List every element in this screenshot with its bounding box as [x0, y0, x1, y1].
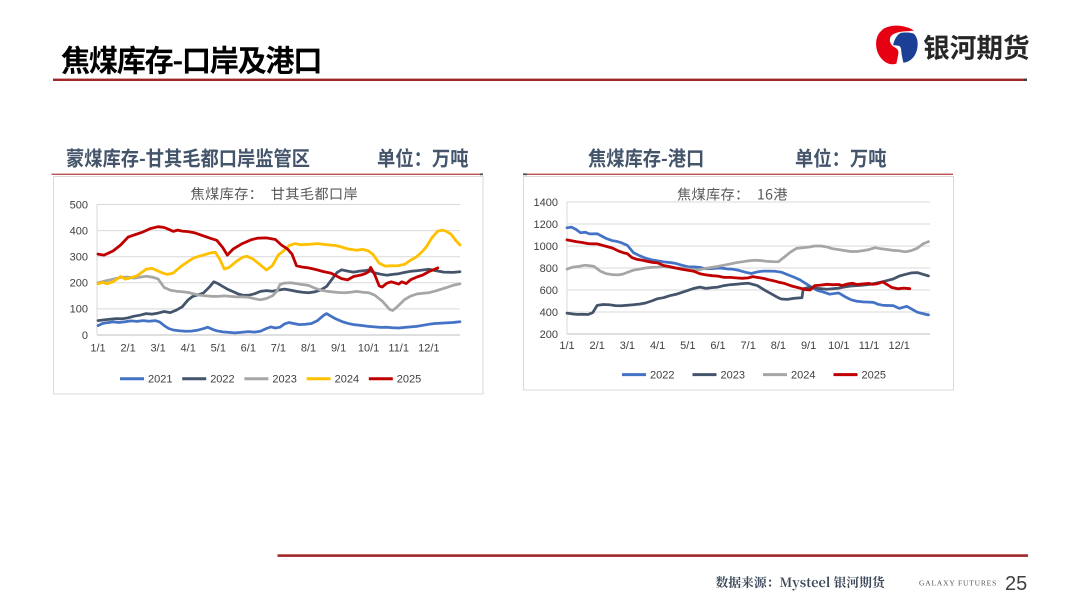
svg-text:2/1: 2/1	[590, 340, 605, 352]
svg-text:800: 800	[540, 263, 558, 275]
svg-text:7/1: 7/1	[271, 343, 286, 355]
svg-text:2025: 2025	[397, 374, 421, 386]
svg-text:2025: 2025	[862, 369, 886, 381]
svg-text:12/1: 12/1	[418, 343, 439, 355]
svg-text:6/1: 6/1	[241, 343, 256, 355]
svg-text:10/1: 10/1	[828, 340, 849, 352]
svg-text:4/1: 4/1	[650, 340, 665, 352]
svg-text:1400: 1400	[534, 197, 558, 209]
svg-text:3/1: 3/1	[620, 340, 635, 352]
svg-text:2/1: 2/1	[120, 343, 135, 355]
svg-text:GALAXY FUTURES: GALAXY FUTURES	[919, 579, 997, 588]
svg-text:25: 25	[1005, 573, 1027, 595]
svg-text:2021: 2021	[148, 374, 172, 386]
svg-text:1200: 1200	[534, 219, 558, 231]
svg-text:2022: 2022	[210, 374, 234, 386]
svg-text:2023: 2023	[272, 374, 296, 386]
svg-text:9/1: 9/1	[331, 343, 346, 355]
svg-text:1000: 1000	[534, 241, 558, 253]
svg-text:8/1: 8/1	[301, 343, 316, 355]
svg-text:0: 0	[82, 330, 88, 342]
svg-text:1/1: 1/1	[559, 340, 574, 352]
svg-text:1/1: 1/1	[90, 343, 105, 355]
svg-text:400: 400	[70, 225, 88, 237]
svg-text:200: 200	[70, 278, 88, 290]
svg-text:8/1: 8/1	[771, 340, 786, 352]
svg-text:6/1: 6/1	[710, 340, 725, 352]
svg-text:500: 500	[70, 199, 88, 211]
svg-text:100: 100	[70, 304, 88, 316]
svg-text:10/1: 10/1	[358, 343, 379, 355]
svg-text:5/1: 5/1	[211, 343, 226, 355]
svg-text:400: 400	[540, 307, 558, 319]
svg-text:600: 600	[540, 285, 558, 297]
svg-text:11/1: 11/1	[388, 343, 409, 355]
svg-text:2024: 2024	[791, 369, 815, 381]
svg-text:12/1: 12/1	[888, 340, 909, 352]
svg-text:4/1: 4/1	[181, 343, 196, 355]
svg-text:5/1: 5/1	[680, 340, 695, 352]
svg-text:11/1: 11/1	[859, 340, 880, 352]
svg-text:2022: 2022	[650, 369, 674, 381]
svg-text:2024: 2024	[335, 374, 359, 386]
svg-text:3/1: 3/1	[150, 343, 165, 355]
svg-text:200: 200	[540, 329, 558, 341]
svg-text:2023: 2023	[721, 369, 745, 381]
svg-text:7/1: 7/1	[741, 340, 756, 352]
svg-text:9/1: 9/1	[801, 340, 816, 352]
svg-text:300: 300	[70, 252, 88, 264]
